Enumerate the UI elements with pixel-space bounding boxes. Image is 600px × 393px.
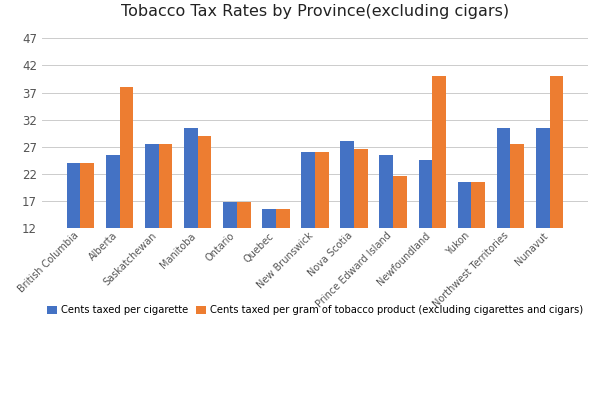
Bar: [67, 163, 80, 228]
Bar: [237, 202, 251, 228]
Title: Tobacco Tax Rates by Province(excluding cigars): Tobacco Tax Rates by Province(excluding …: [121, 4, 509, 19]
Bar: [119, 87, 133, 228]
Legend: Cents taxed per cigarette, Cents taxed per gram of tobacco product (excluding ci: Cents taxed per cigarette, Cents taxed p…: [43, 301, 587, 319]
Bar: [184, 128, 198, 228]
Bar: [536, 128, 550, 228]
Bar: [393, 176, 407, 228]
Bar: [550, 76, 563, 228]
Bar: [511, 144, 524, 228]
Bar: [276, 209, 290, 228]
Bar: [497, 128, 511, 228]
Bar: [315, 152, 329, 228]
Bar: [354, 149, 368, 228]
Bar: [198, 136, 211, 228]
Bar: [432, 76, 446, 228]
Bar: [419, 160, 432, 228]
Bar: [340, 141, 354, 228]
Bar: [80, 163, 94, 228]
Bar: [301, 152, 315, 228]
Bar: [145, 144, 158, 228]
Bar: [472, 182, 485, 228]
Bar: [106, 155, 119, 228]
Bar: [158, 144, 172, 228]
Bar: [458, 182, 472, 228]
Bar: [223, 202, 237, 228]
Bar: [262, 209, 276, 228]
Bar: [379, 155, 393, 228]
